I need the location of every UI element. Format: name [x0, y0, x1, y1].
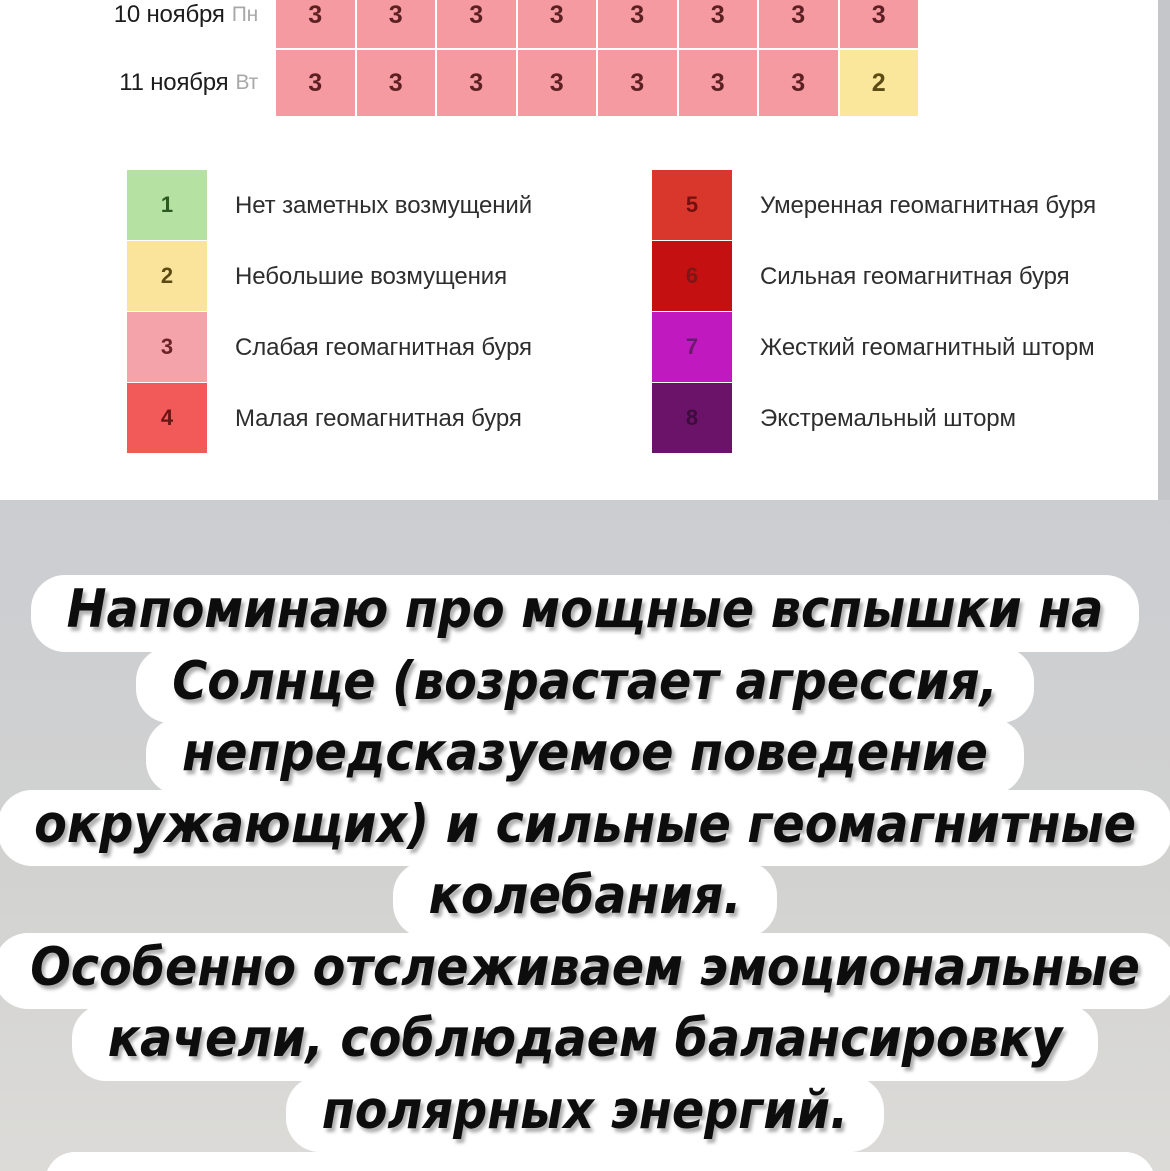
kp-legend: 1 Нет заметных возмущений 2 Небольшие во…	[0, 170, 1158, 454]
row-date-label: 10 ноября	[113, 1, 225, 28]
legend-column-right: 5 Умеренная геомагнитная буря 6 Сильная …	[652, 170, 1096, 454]
story-text-line: Особенно отслеживаем эмоциональные	[0, 932, 1170, 1010]
legend-label: Умеренная геомагнитная буря	[760, 191, 1097, 219]
kp-cell: 3	[598, 0, 677, 48]
legend-swatch: 3	[127, 312, 207, 382]
kp-cell: 3	[759, 0, 838, 48]
kp-cell: 3	[759, 50, 838, 116]
story-text-line-partial	[45, 1152, 1155, 1171]
legend-label: Сильная геомагнитная буря	[760, 262, 1070, 290]
legend-item: 5 Умеренная геомагнитная буря	[652, 170, 1096, 241]
kp-cell: 3	[276, 0, 355, 48]
geomagnetic-forecast-card: 10 ноября Пн 3 3 3 3 3 3 3 3 11 ноября В…	[0, 0, 1158, 500]
row-weekday-label: Вт	[235, 71, 258, 94]
legend-label: Экстремальный шторм	[760, 404, 1016, 432]
kp-cell: 3	[517, 0, 596, 48]
table-row: 10 ноября Пн 3 3 3 3 3 3 3 3	[0, 0, 1158, 48]
story-text-line: непредсказуемое поведение	[146, 718, 1024, 795]
row-value-cells: 3 3 3 3 3 3 3 2	[276, 50, 918, 116]
story-text-line: полярных энергий.	[285, 1075, 885, 1153]
legend-label: Малая геомагнитная буря	[235, 404, 522, 432]
table-row: 11 ноября Вт 3 3 3 3 3 3 3 2	[0, 50, 1158, 116]
kp-cell: 3	[437, 0, 516, 48]
legend-item: 7 Жесткий геомагнитный шторм	[652, 312, 1096, 383]
legend-swatch: 1	[127, 170, 207, 240]
row-weekday-label: Пн	[231, 3, 258, 26]
legend-swatch: 6	[652, 241, 733, 311]
story-text-line: Напоминаю про мощные вспышки на	[30, 575, 1140, 652]
row-value-cells: 3 3 3 3 3 3 3 3	[276, 0, 918, 48]
legend-label: Небольшие возмущения	[235, 262, 507, 290]
legend-swatch: 7	[652, 312, 733, 382]
kp-cell: 3	[598, 50, 677, 116]
legend-item: 2 Небольшие возмущения	[127, 241, 532, 312]
legend-column-left: 1 Нет заметных возмущений 2 Небольшие во…	[127, 170, 532, 454]
story-text-line: качели, соблюдаем балансировку	[71, 1004, 1099, 1081]
kp-cell: 3	[437, 50, 516, 116]
story-text-area: Напоминаю про мощные вспышки на Солнце (…	[0, 500, 1170, 1171]
legend-swatch: 4	[127, 383, 207, 453]
card-right-edge-strip	[1158, 0, 1170, 500]
kp-cell: 3	[839, 0, 918, 48]
row-date-cell: 11 ноября Вт	[0, 50, 276, 116]
kp-cell: 3	[276, 50, 355, 116]
kp-cell: 2	[839, 50, 918, 116]
legend-item: 8 Экстремальный шторм	[652, 383, 1096, 454]
kp-index-table: 10 ноября Пн 3 3 3 3 3 3 3 3 11 ноября В…	[0, 0, 1158, 118]
kp-cell: 3	[678, 50, 757, 116]
legend-label: Жесткий геомагнитный шторм	[760, 333, 1095, 361]
legend-swatch: 8	[652, 383, 733, 453]
legend-item: 4 Малая геомагнитная буря	[127, 383, 532, 454]
story-text-block: Напоминаю про мощные вспышки на Солнце (…	[0, 500, 1170, 1153]
legend-item: 1 Нет заметных возмущений	[127, 170, 532, 241]
row-date-label: 11 ноября	[119, 69, 229, 96]
legend-label: Слабая геомагнитная буря	[235, 333, 532, 361]
story-text-line: Солнце (возрастает агрессия,	[136, 646, 1034, 724]
story-text-line: колебания.	[392, 861, 778, 938]
row-date-cell: 10 ноября Пн	[0, 0, 276, 48]
legend-item: 6 Сильная геомагнитная буря	[652, 241, 1096, 312]
kp-cell: 3	[356, 0, 435, 48]
legend-label: Нет заметных возмущений	[235, 191, 533, 219]
legend-swatch: 2	[127, 241, 207, 311]
story-text-line: окружающих) и сильные геомагнитные	[0, 789, 1170, 867]
legend-item: 3 Слабая геомагнитная буря	[127, 312, 532, 383]
kp-cell: 3	[356, 50, 435, 116]
kp-cell: 3	[517, 50, 596, 116]
kp-cell: 3	[678, 0, 757, 48]
legend-swatch: 5	[652, 170, 733, 240]
